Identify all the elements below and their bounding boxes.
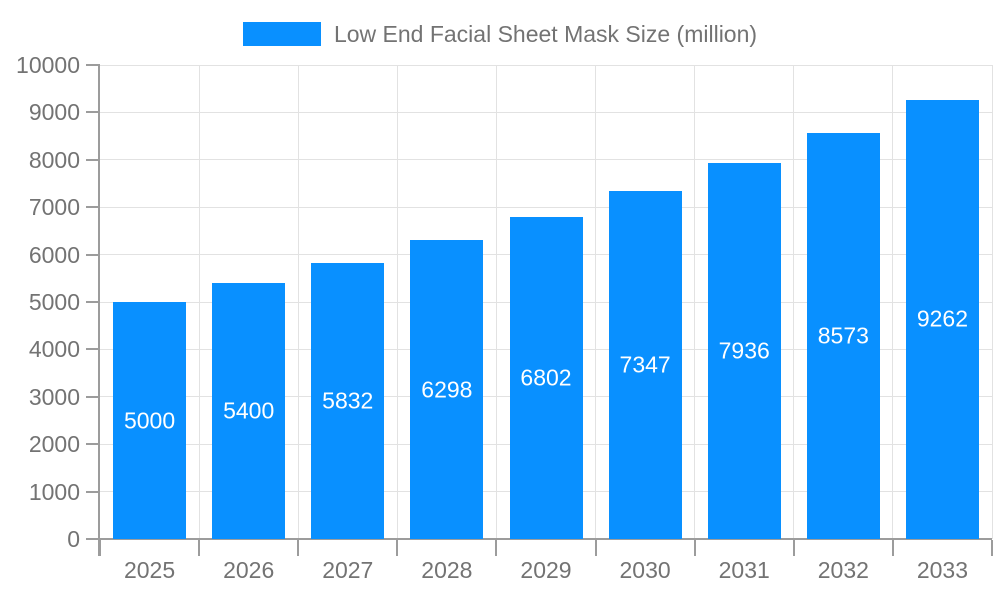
- x-axis-tick: [495, 540, 498, 556]
- bar: [410, 240, 484, 539]
- bar-value-label: 5000: [123, 407, 176, 433]
- legend-label: Low End Facial Sheet Mask Size (million): [333, 20, 758, 47]
- x-axis-tick: [297, 540, 300, 556]
- gridline-vertical: [892, 65, 894, 539]
- y-axis-tick: [86, 443, 100, 446]
- x-axis-label: 2026: [223, 557, 275, 583]
- x-axis-tick: [891, 540, 894, 556]
- gridline-horizontal: [100, 206, 992, 208]
- x-axis-label: 2027: [322, 557, 374, 583]
- gridline-horizontal: [100, 64, 992, 66]
- x-axis-line: [98, 538, 992, 540]
- y-axis-tick: [86, 158, 100, 161]
- y-axis-label: 7000: [28, 194, 80, 221]
- bar: [509, 216, 583, 539]
- y-axis-label: 5000: [28, 289, 80, 315]
- bar-value-label: 5832: [322, 387, 374, 414]
- x-axis-label: 2030: [619, 557, 671, 583]
- gridline-vertical: [495, 65, 497, 539]
- bar: [806, 132, 880, 539]
- y-axis-tick: [86, 395, 100, 398]
- gridline-vertical: [595, 65, 597, 539]
- y-axis-label: 8000: [28, 146, 80, 173]
- x-axis-label: 2025: [123, 557, 176, 583]
- y-axis-label: 3000: [28, 383, 80, 410]
- x-axis-tick: [991, 540, 993, 556]
- y-axis-tick: [86, 111, 100, 114]
- gridline-vertical: [793, 65, 795, 539]
- y-axis-label: 6000: [28, 241, 80, 268]
- x-axis-tick: [198, 540, 201, 556]
- bar: [707, 162, 781, 539]
- x-axis-tick: [396, 540, 399, 556]
- bar-value-label: 7936: [718, 337, 770, 364]
- x-axis-label: 2029: [520, 557, 572, 583]
- bar: [212, 283, 286, 539]
- x-axis-tick: [594, 540, 597, 556]
- y-axis-tick: [86, 348, 100, 351]
- y-axis-label: 2000: [28, 431, 80, 458]
- y-axis-line: [98, 65, 100, 556]
- x-axis-label: 2031: [718, 557, 770, 583]
- x-axis-label: 2028: [421, 557, 473, 583]
- bar: [905, 99, 979, 539]
- y-axis-tick: [86, 64, 100, 66]
- gridline-vertical: [396, 65, 398, 539]
- y-axis-tick: [86, 538, 100, 540]
- bar: [113, 302, 187, 539]
- bar-value-label: 7347: [619, 351, 671, 378]
- gridline-vertical: [198, 65, 200, 539]
- x-axis-label: 2032: [817, 557, 869, 583]
- y-axis-label: 9000: [28, 99, 80, 126]
- bar: [608, 190, 682, 539]
- bar-value-label: 6802: [520, 364, 572, 391]
- y-axis-label: 4000: [28, 336, 80, 363]
- y-axis-tick: [86, 301, 100, 303]
- gridline-vertical: [694, 65, 696, 539]
- gridline-horizontal: [100, 159, 992, 161]
- bar-value-label: 8573: [817, 322, 869, 349]
- gridline-horizontal: [100, 111, 992, 113]
- bar-value-label: 5400: [223, 397, 275, 424]
- y-axis-label: 10000: [16, 52, 80, 78]
- y-axis-label: 1000: [28, 478, 80, 505]
- y-axis-tick: [86, 206, 100, 209]
- gridline-vertical: [297, 65, 299, 539]
- x-axis-tick: [99, 540, 101, 556]
- bar: [311, 262, 385, 539]
- gridline-vertical: [991, 65, 993, 539]
- bar-value-label: 9262: [916, 305, 969, 332]
- y-axis-tick: [86, 490, 100, 493]
- x-axis-tick: [792, 540, 795, 556]
- chart-legend-item[interactable]: Low End Facial Sheet Mask Size (million): [0, 18, 1000, 50]
- x-axis-tick: [693, 540, 696, 556]
- x-axis-label: 2033: [916, 557, 969, 583]
- bar-value-label: 6298: [421, 376, 473, 403]
- y-axis-label: 0: [67, 526, 80, 552]
- legend-swatch: [242, 22, 321, 46]
- y-axis-tick: [86, 253, 100, 256]
